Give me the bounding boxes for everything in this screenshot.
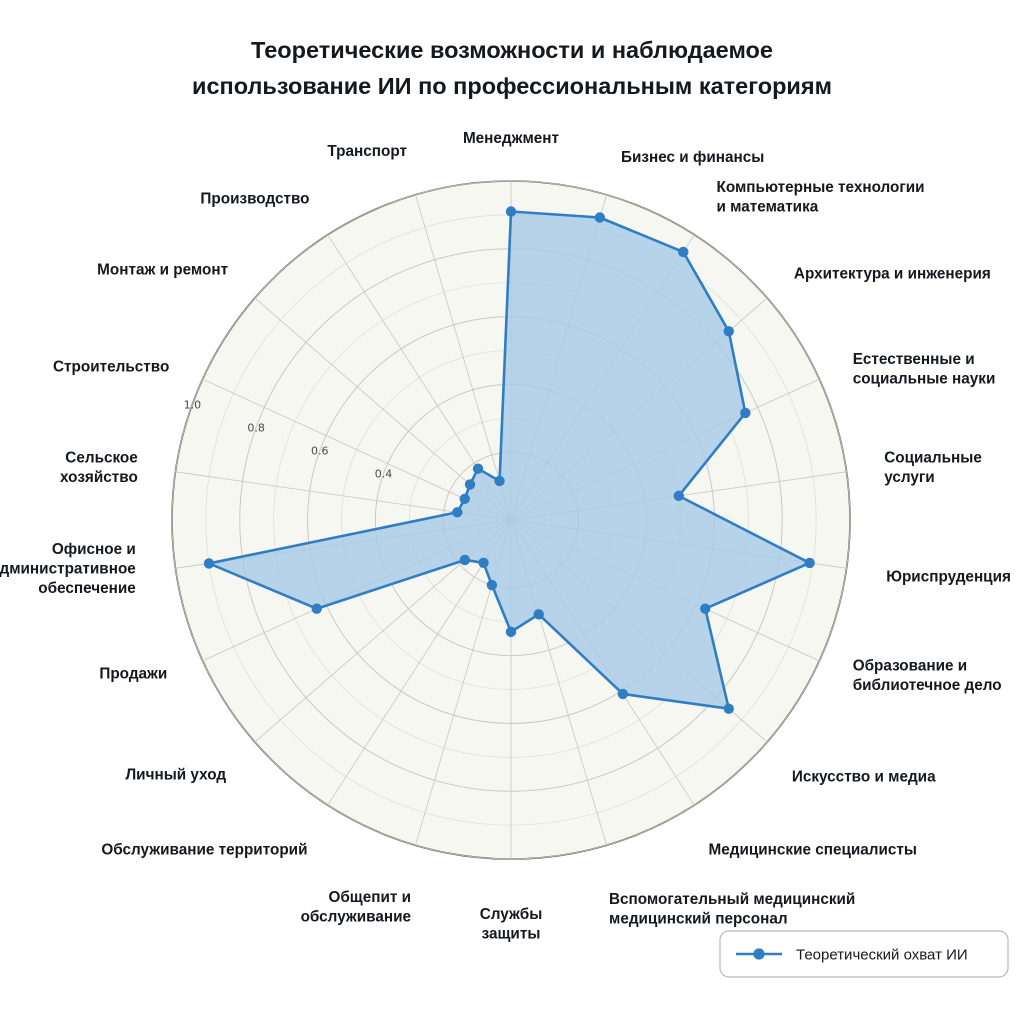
category-label-19: Монтаж и ремонт [97,261,228,278]
category-label-line: Компьютерные технологии [717,179,925,196]
category-label-17: Сельское хозяйство [60,450,138,487]
series-point[interactable] [723,703,734,714]
category-label-line: хозяйство [60,469,138,486]
chart-legend: Теоретический охват ИИ [719,930,1009,978]
category-label-line: обслуживание [301,909,411,926]
radial-tick-label: 0.8 [247,421,265,434]
category-label-line: Медицинские специалисты [709,841,918,858]
legend-box [719,930,1009,978]
category-label-line: Образование и [853,658,967,675]
category-label-line: Обслуживание территорий [101,841,307,858]
series-point[interactable] [700,603,711,614]
category-label-4: Естественные и социальные науки [853,351,996,388]
category-label-15: Продажи [99,665,167,682]
category-label-10: Вспомогательный медицинский медицинский п… [609,891,855,928]
grid-spoke [327,519,512,806]
category-label-line: Менеджмент [463,130,560,147]
radial-tick-label: 0.6 [311,445,329,458]
chart-title-line-2: использование ИИ по профессиональным кат… [192,73,832,99]
radial-tick-labels: 0.4 0.6 0.8 1.0 [184,398,393,480]
category-label-line: Строительство [53,359,169,376]
category-label-1: Бизнес и финансы [621,149,764,166]
category-label-21: Транспорт [327,143,407,160]
category-label-line: Продажи [99,665,167,682]
category-label-9: Медицинские специалисты [709,841,918,858]
radial-tick-label: 0.4 [375,468,393,481]
category-label-line: Юриспруденция [886,569,1011,586]
category-label-5: Социальные услуги [884,450,982,487]
radar-series-layer [203,206,815,714]
series-point[interactable] [478,557,489,568]
category-label-line: защиты [482,926,541,943]
series-point[interactable] [494,475,505,487]
category-label-line: Архитектура и инженерия [794,265,991,282]
series-point[interactable] [459,493,470,505]
series-point[interactable] [472,463,484,474]
legend-entry-label: Теоретический охват ИИ [796,947,968,964]
category-label-line: административное [0,561,136,578]
category-label-line: услуги [884,469,934,486]
category-label-6: Юриспруденция [886,569,1011,586]
series-point[interactable] [723,326,734,337]
category-label-line: обеспечение [38,580,136,597]
category-label-line: Службы [480,906,543,923]
category-label-0: Менеджмент [463,130,560,147]
category-label-line: Вспомогательный медицинский [609,891,855,908]
radial-tick-label: 1.0 [184,398,202,411]
series-point[interactable] [678,246,689,258]
category-label-line: Офисное и [52,541,136,558]
category-label-12: Общепит и обслуживание [301,889,411,926]
category-labels: Менеджмент Бизнес и финансы Компьютерные т… [0,130,1011,943]
series-point[interactable] [740,407,751,419]
category-label-line: медицинский персонал [609,911,788,928]
series-point[interactable] [594,212,606,223]
series-point[interactable] [804,557,815,569]
category-label-2: Компьютерные технологии и математика [717,179,925,216]
category-label-20: Производство [200,191,309,208]
category-label-line: Сельское [65,450,138,467]
category-label-line: Производство [200,191,309,208]
series-point[interactable] [505,206,517,217]
series-point[interactable] [311,603,322,614]
category-label-line: Естественные и [853,351,975,368]
category-label-18: Строительство [53,359,169,376]
series-point[interactable] [617,688,628,700]
series-point[interactable] [533,609,544,620]
category-label-line: Общепит и [328,889,411,906]
category-label-16: Офисное и административное обеспечение [0,541,136,597]
category-label-line: Транспорт [327,143,407,160]
grid-spoke [202,378,512,521]
category-label-line: Личный уход [125,767,226,784]
chart-title: Теоретические возможности и наблюдаемое … [192,37,832,99]
category-label-13: Обслуживание территорий [101,841,307,858]
category-label-line: Бизнес и финансы [621,149,764,166]
series-area-0 [209,211,810,709]
category-label-line: и математика [717,199,819,216]
category-label-line: социальные науки [853,371,996,388]
series-point[interactable] [452,507,463,518]
series-point[interactable] [673,490,684,502]
category-label-line: Искусство и медиа [792,769,936,786]
category-label-3: Архитектура и инженерия [794,265,991,282]
chart-title-line-1: Теоретические возможности и наблюдаемое [251,37,773,63]
series-point[interactable] [486,579,498,591]
category-label-line: Монтаж и ремонт [97,261,228,278]
category-label-line: библиотечное дело [853,677,1002,694]
series-point[interactable] [464,479,476,490]
legend-marker-swatch [753,948,765,960]
series-point[interactable] [459,554,471,566]
category-label-11: Службы защиты [480,906,543,943]
legend-entry-0[interactable]: Теоретический охват ИИ [736,947,968,964]
category-label-8: Искусство и медиа [792,769,936,786]
category-label-line: Социальные [884,450,982,467]
category-label-7: Образование и библиотечное дело [853,658,1002,695]
series-point[interactable] [203,558,215,569]
series-point[interactable] [505,626,517,638]
category-label-14: Личный уход [125,767,226,784]
grid-spoke [415,194,512,521]
